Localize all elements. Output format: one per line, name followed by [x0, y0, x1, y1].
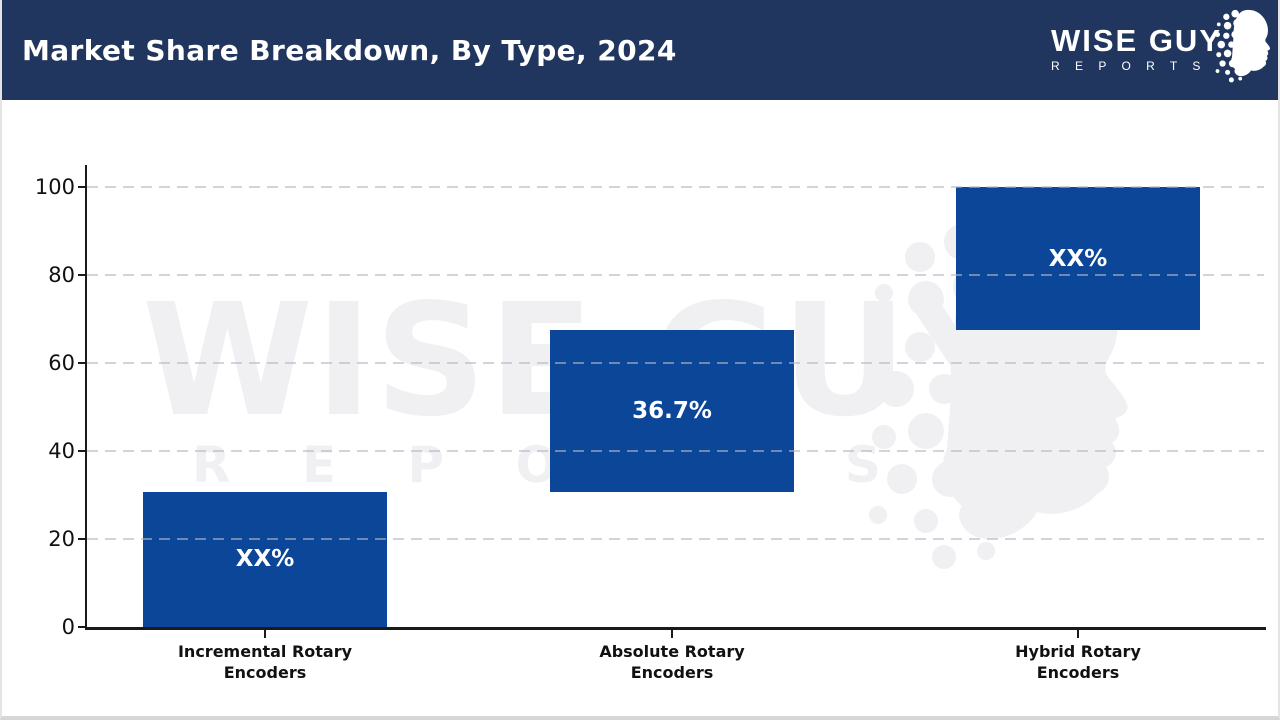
- y-tick-label: 0: [61, 615, 75, 639]
- y-tick-label: 100: [34, 175, 75, 199]
- y-tick-label: 40: [48, 439, 75, 463]
- y-tick-mark: [78, 274, 86, 276]
- category-label: Hybrid Rotary Encoders: [1015, 641, 1141, 683]
- bar-value-label: 36.7%: [632, 398, 712, 425]
- y-tick-label: 80: [48, 263, 75, 287]
- y-tick-mark: [78, 626, 86, 628]
- gridline: [87, 538, 1264, 540]
- brand-tagline: R E P O R T S: [1050, 59, 1207, 74]
- brand-logo: WISE GUY R E P O R T S: [1051, 8, 1276, 90]
- x-tick-mark: [264, 630, 266, 638]
- x-tick-mark: [671, 630, 673, 638]
- y-tick-mark: [78, 186, 86, 188]
- brand-logo-text: WISE GUY R E P O R T S: [1050, 22, 1222, 74]
- category-label: Absolute Rotary Encoders: [599, 641, 744, 683]
- bar-value-label: XX%: [1048, 245, 1108, 272]
- page-title: Market Share Breakdown, By Type, 2024: [22, 33, 677, 67]
- y-tick-mark: [78, 362, 86, 364]
- gridline: [87, 362, 1264, 364]
- gridline: [87, 450, 1264, 452]
- x-tick-mark: [1077, 630, 1079, 638]
- bar-value-label: XX%: [235, 546, 295, 573]
- category-label-line: Encoders: [630, 663, 714, 682]
- bar-segment: [550, 330, 794, 492]
- category-label: Incremental Rotary Encoders: [178, 641, 352, 683]
- bar-segment: [143, 491, 387, 627]
- y-tick-mark: [78, 450, 86, 452]
- category-label-line: Encoders: [223, 663, 307, 682]
- category-label-line: Absolute Rotary: [599, 642, 745, 661]
- category-label-line: Encoders: [1036, 663, 1120, 682]
- gridline: [87, 186, 1264, 188]
- y-tick-label: 20: [48, 527, 75, 551]
- category-label-line: Incremental Rotary: [177, 642, 353, 661]
- bar-segment: [956, 187, 1200, 331]
- gridline: [87, 274, 1264, 276]
- header: Market Share Breakdown, By Type, 2024 WI…: [2, 0, 1278, 100]
- y-tick-label: 60: [48, 351, 75, 375]
- y-axis-spine: [85, 165, 87, 630]
- category-label-line: Hybrid Rotary: [1015, 642, 1141, 661]
- brand-wordmark: WISE GUY: [1050, 22, 1222, 58]
- x-axis-spine: [85, 627, 1266, 630]
- y-tick-mark: [78, 538, 86, 540]
- brand-dotted-face-icon: [1214, 9, 1270, 83]
